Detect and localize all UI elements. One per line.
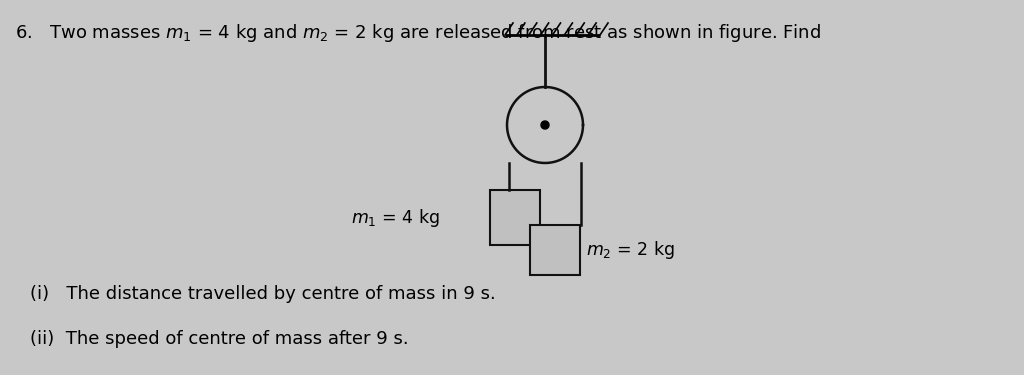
Text: $m_2$ = 2 kg: $m_2$ = 2 kg (586, 239, 675, 261)
Text: (i)   The distance travelled by centre of mass in 9 s.: (i) The distance travelled by centre of … (30, 285, 496, 303)
Text: (ii)  The speed of centre of mass after 9 s.: (ii) The speed of centre of mass after 9… (30, 330, 409, 348)
Text: 6.   Two masses $m_1$ = 4 kg and $m_2$ = 2 kg are released from rest as shown in: 6. Two masses $m_1$ = 4 kg and $m_2$ = 2… (15, 22, 821, 44)
Bar (530, 225, 580, 275)
Bar (490, 190, 540, 245)
Polygon shape (541, 121, 549, 129)
Text: $m_1$ = 4 kg: $m_1$ = 4 kg (351, 207, 440, 229)
